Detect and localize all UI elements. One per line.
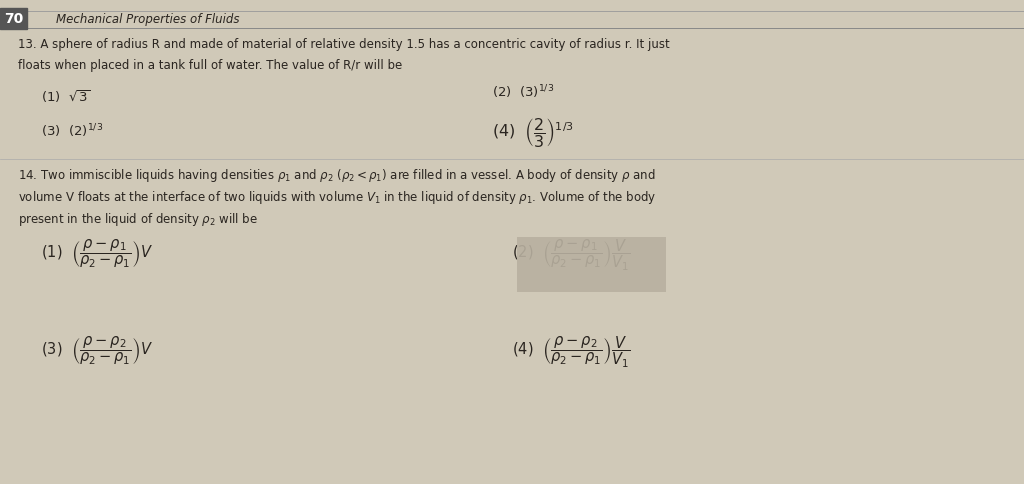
Text: (4)  $\left(\dfrac{2}{3}\right)^{1/3}$: (4) $\left(\dfrac{2}{3}\right)^{1/3}$ bbox=[492, 116, 573, 149]
Text: (2)  $(3)^{1/3}$: (2) $(3)^{1/3}$ bbox=[492, 83, 554, 101]
Text: 13. A sphere of radius R and made of material of relative density 1.5 has a conc: 13. A sphere of radius R and made of mat… bbox=[18, 38, 670, 51]
Text: (3)  $(2)^{1/3}$: (3) $(2)^{1/3}$ bbox=[41, 122, 103, 139]
Text: (2)  $\left(\dfrac{\rho - \rho_1}{\rho_2 - \rho_1}\right)\dfrac{V}{V_1}$: (2) $\left(\dfrac{\rho - \rho_1}{\rho_2 … bbox=[512, 237, 631, 272]
Text: (1)  $\left(\dfrac{\rho - \rho_1}{\rho_2 - \rho_1}\right)V$: (1) $\left(\dfrac{\rho - \rho_1}{\rho_2 … bbox=[41, 237, 154, 270]
Text: (1)  $\sqrt{3}$: (1) $\sqrt{3}$ bbox=[41, 88, 90, 105]
Text: (3)  $\left(\dfrac{\rho - \rho_2}{\rho_2 - \rho_1}\right)V$: (3) $\left(\dfrac{\rho - \rho_2}{\rho_2 … bbox=[41, 334, 154, 366]
Text: present in the liquid of density $\rho_2$ will be: present in the liquid of density $\rho_2… bbox=[18, 211, 258, 227]
Text: 70: 70 bbox=[4, 13, 23, 26]
Text: Mechanical Properties of Fluids: Mechanical Properties of Fluids bbox=[56, 13, 240, 26]
Text: (4)  $\left(\dfrac{\rho - \rho_2}{\rho_2 - \rho_1}\right)\dfrac{V}{V_1}$: (4) $\left(\dfrac{\rho - \rho_2}{\rho_2 … bbox=[512, 334, 631, 369]
Text: floats when placed in a tank full of water. The value of R/r will be: floats when placed in a tank full of wat… bbox=[18, 59, 402, 72]
Text: volume V floats at the interface of two liquids with volume $V_1$ in the liquid : volume V floats at the interface of two … bbox=[18, 189, 656, 206]
Text: 14. Two immiscible liquids having densities $\rho_1$ and $\rho_2$ ($\rho_2 < \rh: 14. Two immiscible liquids having densit… bbox=[18, 167, 656, 184]
FancyBboxPatch shape bbox=[517, 237, 666, 293]
